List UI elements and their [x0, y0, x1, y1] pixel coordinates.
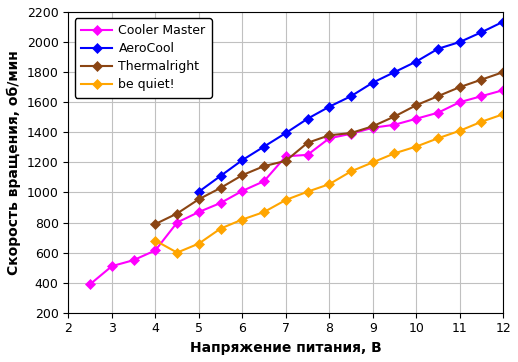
be quiet! [478, 119, 484, 124]
Cooler Master [500, 88, 506, 92]
Thermalright [239, 173, 246, 177]
Cooler Master [87, 282, 93, 286]
Thermalright [478, 77, 484, 82]
be quiet! [305, 190, 311, 194]
be quiet! [283, 198, 289, 202]
Cooler Master [196, 210, 202, 214]
Cooler Master [174, 220, 180, 225]
be quiet! [348, 169, 354, 173]
Cooler Master [152, 248, 159, 253]
AeroCool [435, 47, 441, 51]
Cooler Master [326, 136, 333, 140]
Cooler Master [261, 179, 267, 183]
AeroCool [261, 144, 267, 149]
be quiet! [218, 226, 224, 231]
Cooler Master [305, 153, 311, 157]
Cooler Master [413, 117, 420, 121]
Thermalright [435, 94, 441, 98]
be quiet! [392, 151, 398, 156]
AeroCool [500, 20, 506, 24]
Line: Cooler Master: Cooler Master [87, 87, 507, 288]
be quiet! [500, 112, 506, 117]
AeroCool [305, 117, 311, 121]
be quiet! [456, 129, 463, 133]
Thermalright [500, 70, 506, 74]
Cooler Master [109, 264, 115, 268]
be quiet! [152, 239, 159, 243]
AeroCool [456, 40, 463, 44]
be quiet! [261, 210, 267, 214]
AeroCool [348, 94, 354, 98]
AeroCool [239, 158, 246, 162]
Y-axis label: Скорость вращения, об/мин: Скорость вращения, об/мин [7, 50, 21, 275]
Thermalright [348, 131, 354, 135]
Thermalright [174, 211, 180, 216]
Line: AeroCool: AeroCool [195, 18, 507, 195]
Cooler Master [131, 258, 137, 262]
AeroCool [413, 59, 420, 64]
Cooler Master [478, 94, 484, 98]
Cooler Master [218, 201, 224, 205]
be quiet! [370, 160, 376, 165]
AeroCool [283, 131, 289, 135]
Thermalright [261, 164, 267, 168]
AeroCool [370, 80, 376, 85]
Thermalright [326, 133, 333, 138]
be quiet! [196, 241, 202, 246]
Cooler Master [392, 123, 398, 127]
be quiet! [174, 251, 180, 255]
Thermalright [152, 222, 159, 226]
Thermalright [283, 159, 289, 163]
Cooler Master [435, 110, 441, 115]
Line: Thermalright: Thermalright [152, 69, 507, 227]
Thermalright [218, 186, 224, 190]
AeroCool [326, 105, 333, 109]
Thermalright [392, 114, 398, 119]
be quiet! [413, 144, 420, 149]
Thermalright [305, 140, 311, 145]
AeroCool [218, 174, 224, 178]
AeroCool [392, 70, 398, 74]
be quiet! [435, 136, 441, 140]
Cooler Master [456, 100, 463, 104]
AeroCool [478, 30, 484, 34]
Cooler Master [239, 189, 246, 193]
Thermalright [456, 85, 463, 89]
Thermalright [196, 197, 202, 201]
be quiet! [326, 182, 333, 186]
Thermalright [370, 124, 376, 129]
Thermalright [413, 103, 420, 108]
Cooler Master [348, 132, 354, 136]
Cooler Master [370, 126, 376, 130]
be quiet! [239, 217, 246, 222]
Line: be quiet!: be quiet! [152, 111, 507, 256]
AeroCool [196, 190, 202, 194]
X-axis label: Напряжение питания, В: Напряжение питания, В [190, 341, 382, 355]
Cooler Master [283, 154, 289, 159]
Legend: Cooler Master, AeroCool, Thermalright, be quiet!: Cooler Master, AeroCool, Thermalright, b… [75, 18, 212, 98]
